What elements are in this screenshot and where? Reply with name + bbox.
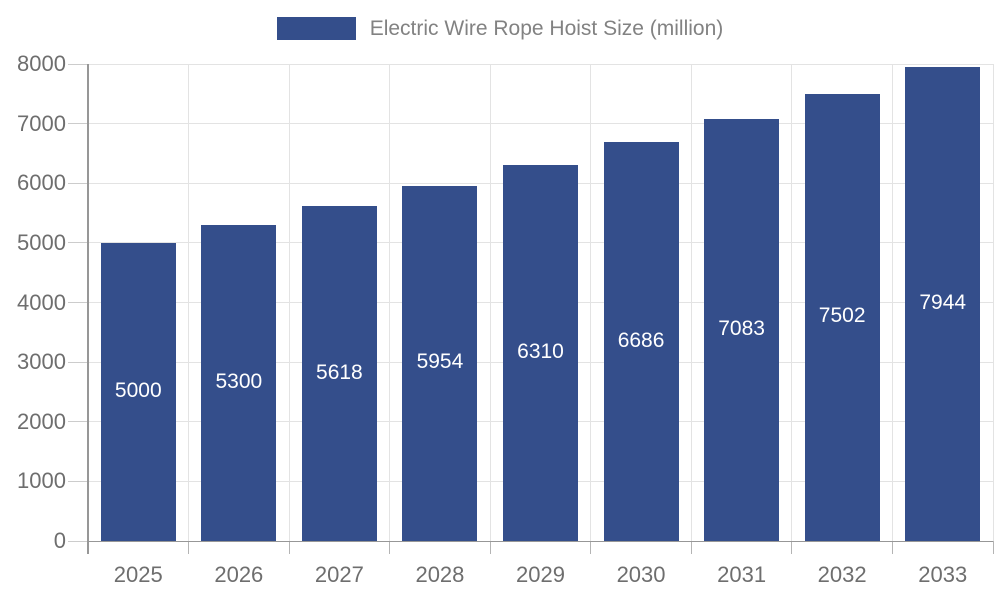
bar[interactable] [301,206,377,541]
x-tick-label: 2025 [113,562,163,587]
bar-value-label: 6686 [617,328,665,352]
y-tick [68,63,88,65]
legend-swatch [276,17,356,40]
y-tick-label: 8000 [17,51,66,76]
y-tick [68,480,88,482]
x-tick-label: 2032 [817,562,867,587]
y-tick [68,361,88,363]
x-tick-label: 2027 [314,562,364,587]
x-tick [690,541,692,554]
bar-value-label: 6310 [517,339,564,363]
grid-line-h [88,123,993,125]
x-tick-label: 2028 [415,562,465,587]
bar[interactable] [100,242,176,541]
y-tick [68,182,88,184]
grid-line-h [88,63,993,65]
bar[interactable] [804,93,880,541]
x-axis-line [88,540,993,542]
bar-value-label: 5300 [215,369,263,393]
x-tick [891,541,893,554]
legend-label: Electric Wire Rope Hoist Size (million) [369,17,724,40]
bar[interactable] [704,118,780,541]
bar-value-label: 7944 [919,291,967,315]
x-tick [992,541,994,554]
bar-value-label: 5618 [316,360,363,384]
x-tick-label: 2031 [717,562,767,587]
y-axis-line [87,64,89,554]
x-tick-label: 2026 [214,562,264,587]
bar[interactable] [402,185,478,541]
y-tick [68,123,88,125]
y-tick-label: 4000 [17,289,66,315]
y-tick-label: 1000 [17,468,66,494]
bar-value-label: 7083 [718,316,765,340]
y-tick-label: 2000 [17,408,66,434]
x-tick [590,541,592,554]
y-tick [68,302,88,303]
y-tick-label: 6000 [17,170,66,196]
y-tick-label: 3000 [17,349,66,375]
grid-line-v [992,64,994,541]
bar[interactable] [503,164,578,541]
bar-value-label: 5954 [416,350,464,374]
y-tick [68,421,88,423]
bar[interactable] [905,67,981,541]
y-tick [68,242,88,244]
y-tick-label: 7000 [17,110,66,136]
x-tick [489,541,491,554]
y-tick-label: 0 [53,528,66,553]
legend[interactable]: Electric Wire Rope Hoist Size (million) [0,17,1000,40]
x-tick [791,541,793,554]
y-tick [68,540,88,542]
bar[interactable] [201,224,277,541]
x-tick [288,541,290,554]
x-tick-label: 2029 [516,562,565,587]
y-tick-label: 5000 [17,229,66,255]
bar[interactable] [603,142,679,541]
x-tick-label: 2033 [918,562,968,587]
x-tick-label: 2030 [616,562,666,587]
x-tick [188,541,190,554]
bar-value-label: 7502 [818,304,866,328]
bar-value-label: 5000 [114,378,162,402]
x-tick [389,541,391,554]
